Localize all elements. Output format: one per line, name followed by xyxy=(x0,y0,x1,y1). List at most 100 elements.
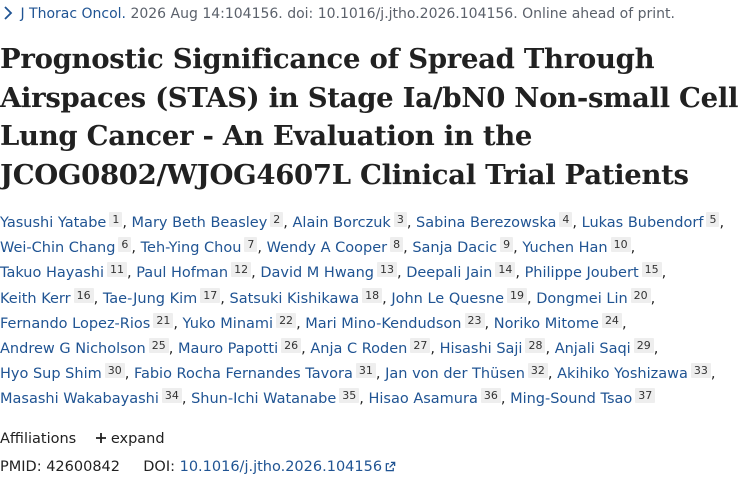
affiliation-number-badge[interactable]: 14 xyxy=(495,262,516,278)
author-name-link[interactable]: Mary Beth Beasley xyxy=(131,215,268,231)
plus-icon xyxy=(95,433,106,443)
author-separator: , xyxy=(181,391,192,408)
author-item: Alain Borczuk 3 xyxy=(292,212,407,231)
author-name-link[interactable]: Takuo Hayashi xyxy=(0,265,104,282)
author-name-link[interactable]: Teh-Ying Chou xyxy=(140,240,242,257)
affiliation-number-badge[interactable]: 6 xyxy=(118,237,132,253)
author-name-link[interactable]: Anjali Saqi xyxy=(554,341,631,358)
author-item: Ming-Sound Tsao 37 xyxy=(510,388,656,408)
affiliation-number-badge[interactable]: 23 xyxy=(464,312,485,328)
affiliation-number-badge[interactable]: 27 xyxy=(410,338,431,354)
affiliation-number-badge[interactable]: 12 xyxy=(231,262,252,278)
author-name-link[interactable]: Hyo Sup Shim xyxy=(0,366,102,383)
author-name-link[interactable]: Yuko Minami xyxy=(182,315,274,332)
affiliation-number-badge[interactable]: 10 xyxy=(610,237,631,253)
affiliation-number-badge[interactable]: 11 xyxy=(107,262,127,278)
author-name-link[interactable]: Andrew G Nicholson xyxy=(0,341,146,358)
author-name-link[interactable]: John Le Quesne xyxy=(391,290,505,307)
author-separator: , xyxy=(621,315,627,332)
affiliation-number-badge[interactable]: 16 xyxy=(73,287,94,303)
author-item: David M Hwang 13 xyxy=(260,262,397,282)
author-item: Mary Beth Beasley 2 xyxy=(131,212,284,231)
author-name-link[interactable]: Hisao Asamura xyxy=(368,391,478,408)
author-separator: , xyxy=(359,391,369,408)
affiliation-number-badge[interactable]: 5 xyxy=(706,212,720,227)
author-separator: , xyxy=(257,240,267,257)
authors-list: Yasushi Yatabe 1, Mary Beth Beasley 2, Ala… xyxy=(0,211,748,413)
affiliation-number-badge[interactable]: 19 xyxy=(507,287,528,303)
chevron-right-icon[interactable] xyxy=(0,5,16,21)
author-name-link[interactable]: Philippe Joubert xyxy=(524,265,639,282)
affiliation-number-badge[interactable]: 9 xyxy=(500,237,514,253)
author-item: Hisashi Saji 28 xyxy=(439,338,546,358)
affiliation-number-badge[interactable]: 31 xyxy=(355,363,376,379)
affiliation-number-badge[interactable]: 17 xyxy=(200,287,221,303)
affiliation-number-badge[interactable]: 1 xyxy=(109,212,123,227)
affiliation-number-badge[interactable]: 30 xyxy=(104,363,125,379)
affiliation-number-badge[interactable]: 33 xyxy=(690,363,711,379)
affiliation-number-badge[interactable]: 37 xyxy=(635,388,656,404)
author-name-link[interactable]: Mauro Papotti xyxy=(177,341,279,358)
affiliation-number-badge[interactable]: 21 xyxy=(153,312,174,328)
author-name-link[interactable]: Wei-Chin Chang xyxy=(0,240,116,257)
author-name-link[interactable]: Sanja Dacic xyxy=(412,240,498,257)
author-name-link[interactable]: Jan von der Thüsen xyxy=(385,366,525,383)
author-name-link[interactable]: Noriko Mitome xyxy=(493,315,599,332)
affiliation-number-badge[interactable]: 3 xyxy=(393,212,407,227)
affiliation-number-badge[interactable]: 8 xyxy=(390,237,404,253)
author-name-link[interactable]: Lukas Bubendorf xyxy=(581,215,704,231)
doi-label: DOI: xyxy=(143,459,175,475)
expand-button[interactable]: expand xyxy=(81,431,165,447)
affiliation-number-badge[interactable]: 29 xyxy=(633,338,654,354)
author-name-link[interactable]: Yuchen Han xyxy=(522,240,608,257)
author-name-link[interactable]: Dongmei Lin xyxy=(536,290,628,307)
author-separator: , xyxy=(653,341,659,358)
affiliation-number-badge[interactable]: 15 xyxy=(641,262,662,278)
author-name-link[interactable]: Shun-Ichi Watanabe xyxy=(191,391,337,408)
author-item: Deepali Jain 14 xyxy=(406,262,516,282)
affiliation-number-badge[interactable]: 24 xyxy=(601,312,622,328)
affiliation-number-badge[interactable]: 2 xyxy=(270,212,284,227)
author-separator: , xyxy=(131,240,141,257)
author-name-link[interactable]: David M Hwang xyxy=(260,265,374,282)
affiliation-number-badge[interactable]: 26 xyxy=(281,338,302,354)
author-name-link[interactable]: Akihiko Yoshizawa xyxy=(557,366,688,383)
author-item: Fernando Lopez-Rios 21 xyxy=(0,312,174,332)
author-item: Anjali Saqi 29 xyxy=(554,338,654,358)
affiliation-number-badge[interactable]: 18 xyxy=(362,287,383,303)
affiliation-number-badge[interactable]: 35 xyxy=(339,388,360,404)
author-name-link[interactable]: Deepali Jain xyxy=(406,265,493,282)
author-name-link[interactable]: Satsuki Kishikawa xyxy=(229,290,360,307)
affiliation-number-badge[interactable]: 32 xyxy=(527,363,548,379)
doi-link[interactable]: 10.1016/j.jtho.2026.104156 xyxy=(179,459,383,475)
author-name-link[interactable]: Tae-Jung Kim xyxy=(102,290,198,307)
author-name-link[interactable]: Sabina Berezowska xyxy=(416,215,557,231)
affiliation-number-badge[interactable]: 13 xyxy=(376,262,397,278)
author-name-link[interactable]: Paul Hofman xyxy=(136,265,229,282)
affiliation-number-badge[interactable]: 34 xyxy=(161,388,182,404)
author-name-link[interactable]: Fernando Lopez-Rios xyxy=(0,315,151,332)
journal-link[interactable]: J Thorac Oncol. xyxy=(20,6,126,22)
author-name-link[interactable]: Wendy A Cooper xyxy=(266,240,388,257)
author-separator: , xyxy=(296,315,306,332)
author-name-link[interactable]: Keith Kerr xyxy=(0,290,71,307)
affiliation-number-badge[interactable]: 25 xyxy=(148,338,169,354)
author-name-link[interactable]: Mari Mino-Kendudson xyxy=(305,315,462,332)
affiliation-number-badge[interactable]: 4 xyxy=(559,212,573,227)
external-link-icon[interactable] xyxy=(385,461,396,472)
author-name-link[interactable]: Ming-Sound Tsao xyxy=(510,391,633,408)
author-name-link[interactable]: Hisashi Saji xyxy=(439,341,523,358)
author-item: Philippe Joubert 15 xyxy=(524,262,662,282)
author-item: Anja C Roden 27 xyxy=(310,338,431,358)
author-name-link[interactable]: Anja C Roden xyxy=(310,341,408,358)
affiliation-number-badge[interactable]: 36 xyxy=(480,388,501,404)
author-separator: , xyxy=(283,215,293,231)
author-name-link[interactable]: Masashi Wakabayashi xyxy=(0,391,159,408)
affiliation-number-badge[interactable]: 28 xyxy=(525,338,546,354)
affiliation-number-badge[interactable]: 20 xyxy=(630,287,651,303)
author-name-link[interactable]: Fabio Rocha Fernandes Tavora xyxy=(133,366,353,383)
author-name-link[interactable]: Alain Borczuk xyxy=(292,215,391,231)
affiliation-number-badge[interactable]: 22 xyxy=(276,312,297,328)
author-name-link[interactable]: Yasushi Yatabe xyxy=(0,215,107,231)
affiliation-number-badge[interactable]: 7 xyxy=(244,237,258,253)
